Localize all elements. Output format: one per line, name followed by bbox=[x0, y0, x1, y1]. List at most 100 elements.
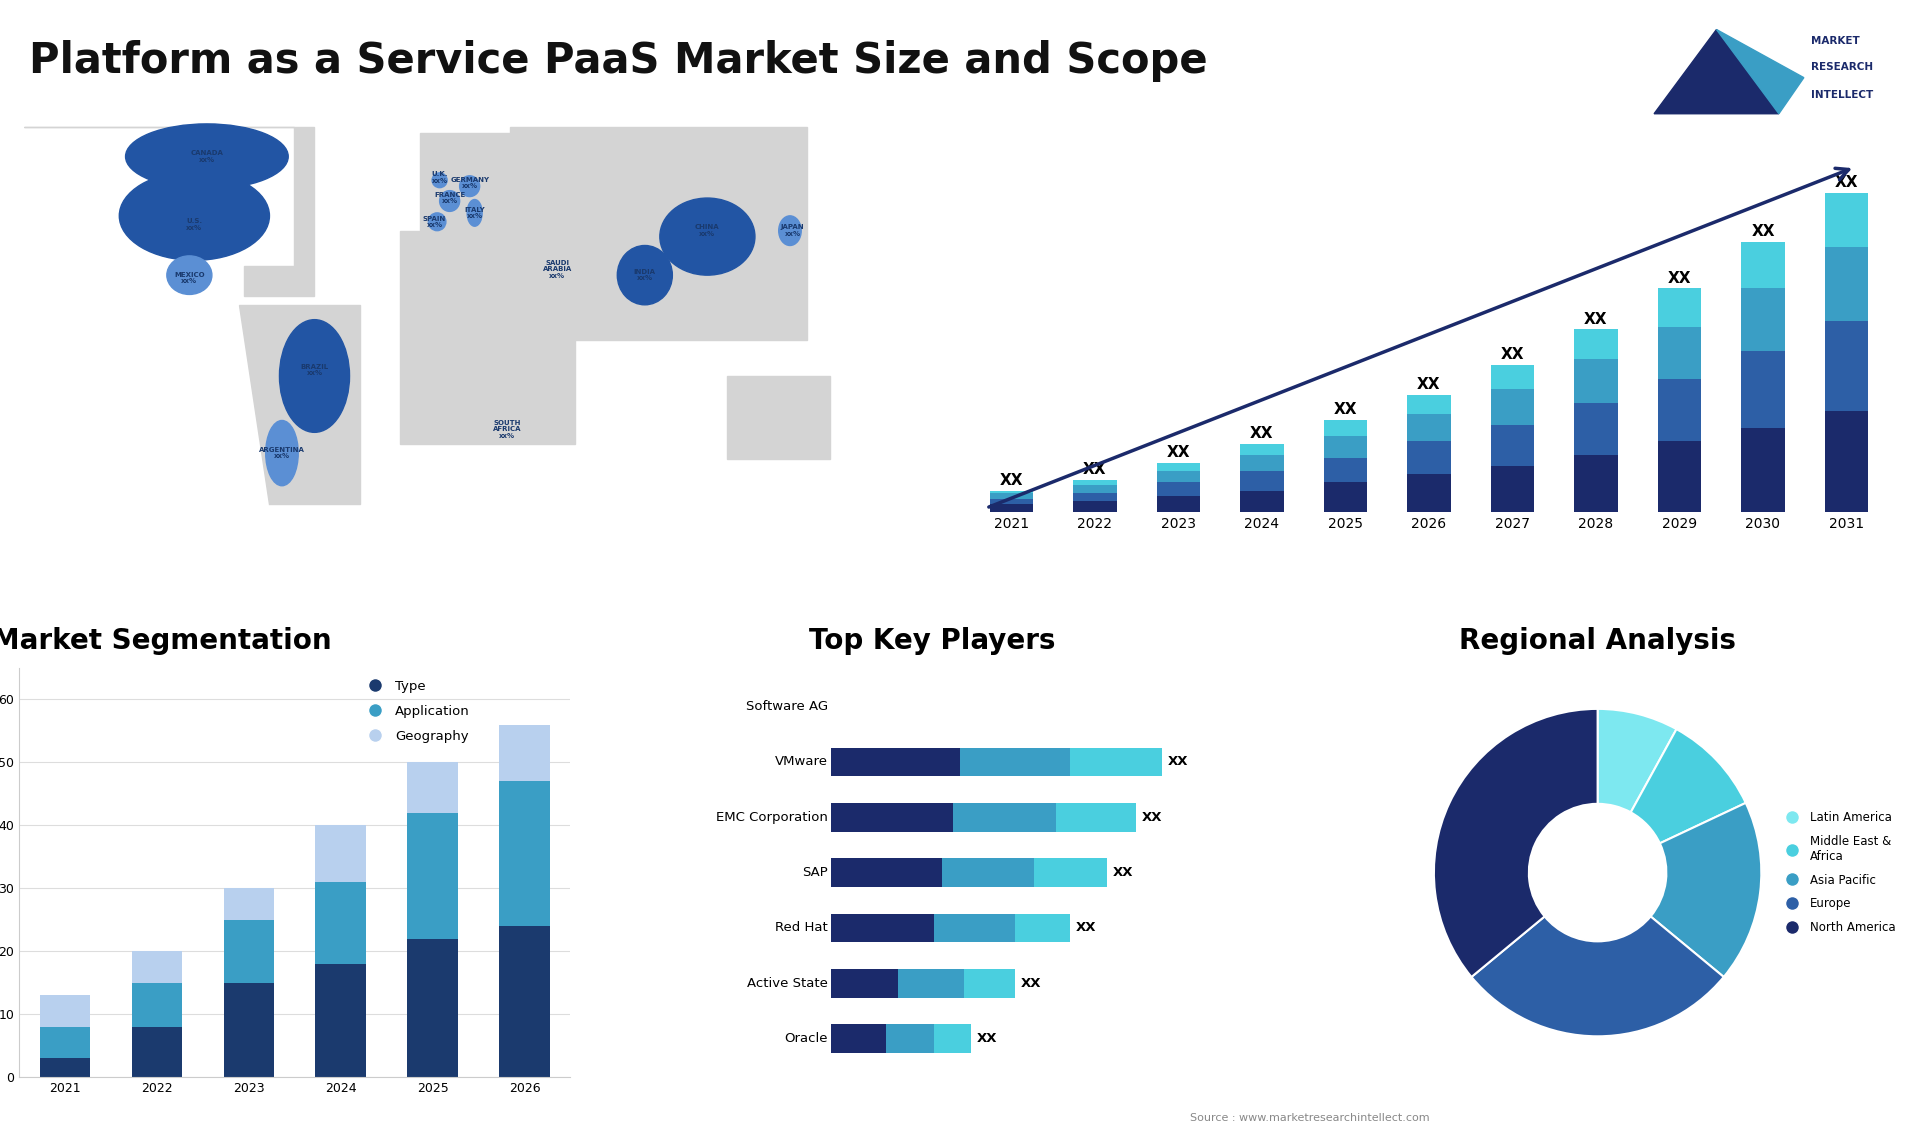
Ellipse shape bbox=[432, 173, 447, 188]
Bar bbox=[132, 951, 182, 983]
Bar bbox=[499, 782, 549, 926]
Text: XX: XX bbox=[1075, 921, 1096, 934]
Text: XX: XX bbox=[1751, 225, 1774, 240]
Text: XX: XX bbox=[1584, 312, 1607, 327]
Bar bbox=[1056, 803, 1137, 832]
Bar bbox=[1156, 482, 1200, 496]
Bar bbox=[1407, 395, 1452, 414]
Bar bbox=[1824, 411, 1868, 512]
Text: XX: XX bbox=[977, 1033, 996, 1045]
Bar bbox=[960, 747, 1069, 776]
Title: Regional Analysis: Regional Analysis bbox=[1459, 627, 1736, 654]
Bar bbox=[1240, 490, 1284, 512]
Bar bbox=[40, 1027, 90, 1059]
Bar bbox=[1490, 466, 1534, 512]
Wedge shape bbox=[1630, 729, 1745, 843]
Text: SAP: SAP bbox=[803, 866, 828, 879]
Bar bbox=[935, 913, 1016, 942]
Text: VMware: VMware bbox=[774, 755, 828, 769]
Bar bbox=[315, 964, 367, 1077]
Bar bbox=[1073, 485, 1117, 493]
Bar bbox=[952, 803, 1056, 832]
Legend: Type, Application, Geography: Type, Application, Geography bbox=[357, 675, 474, 748]
Wedge shape bbox=[1597, 709, 1676, 813]
Text: XX: XX bbox=[1167, 755, 1188, 769]
Text: Market Segmentation: Market Segmentation bbox=[0, 627, 332, 654]
Text: RESEARCH: RESEARCH bbox=[1811, 62, 1874, 72]
Text: Red Hat: Red Hat bbox=[776, 921, 828, 934]
Text: U.K.
xx%: U.K. xx% bbox=[432, 171, 447, 183]
Text: SOUTH
AFRICA
xx%: SOUTH AFRICA xx% bbox=[493, 419, 522, 439]
Bar bbox=[831, 968, 897, 998]
Bar bbox=[941, 858, 1033, 887]
Polygon shape bbox=[240, 305, 359, 503]
Bar bbox=[935, 1025, 972, 1053]
Wedge shape bbox=[1434, 709, 1597, 976]
Bar bbox=[407, 813, 457, 939]
Bar bbox=[1016, 913, 1069, 942]
Bar bbox=[1407, 474, 1452, 512]
Ellipse shape bbox=[459, 175, 480, 197]
Ellipse shape bbox=[280, 320, 349, 432]
Text: Source : www.marketresearchintellect.com: Source : www.marketresearchintellect.com bbox=[1190, 1113, 1430, 1123]
Bar bbox=[315, 825, 367, 882]
Text: MARKET: MARKET bbox=[1811, 36, 1860, 46]
Bar bbox=[1741, 242, 1786, 289]
Bar bbox=[831, 913, 935, 942]
Text: Platform as a Service PaaS Market Size and Scope: Platform as a Service PaaS Market Size a… bbox=[29, 40, 1208, 83]
Ellipse shape bbox=[660, 198, 755, 275]
Bar bbox=[831, 1025, 887, 1053]
Bar bbox=[1741, 351, 1786, 427]
Bar bbox=[1323, 419, 1367, 435]
Bar bbox=[499, 926, 549, 1077]
Polygon shape bbox=[25, 127, 315, 296]
Bar bbox=[1156, 496, 1200, 512]
Text: GERMANY
xx%: GERMANY xx% bbox=[449, 176, 490, 189]
Text: CHINA
xx%: CHINA xx% bbox=[695, 225, 720, 237]
Text: XX: XX bbox=[1021, 976, 1041, 990]
Bar bbox=[407, 939, 457, 1077]
Legend: Latin America, Middle East &
Africa, Asia Pacific, Europe, North America: Latin America, Middle East & Africa, Asi… bbox=[1776, 807, 1901, 939]
Bar bbox=[40, 996, 90, 1027]
Bar bbox=[223, 888, 275, 920]
Ellipse shape bbox=[467, 199, 482, 226]
Text: XX: XX bbox=[1668, 270, 1692, 285]
Bar bbox=[1824, 193, 1868, 248]
Bar bbox=[1824, 248, 1868, 321]
Bar bbox=[1574, 329, 1619, 360]
Bar bbox=[1407, 414, 1452, 441]
Text: XX: XX bbox=[1501, 347, 1524, 362]
Polygon shape bbox=[1716, 30, 1803, 113]
Bar bbox=[1323, 482, 1367, 512]
Bar bbox=[1033, 858, 1108, 887]
Text: ARGENTINA
xx%: ARGENTINA xx% bbox=[259, 447, 305, 460]
Text: XX: XX bbox=[1083, 462, 1106, 477]
Polygon shape bbox=[509, 127, 808, 340]
Text: CANADA
xx%: CANADA xx% bbox=[190, 150, 223, 163]
Bar bbox=[1490, 390, 1534, 425]
Ellipse shape bbox=[440, 190, 459, 211]
Ellipse shape bbox=[265, 421, 298, 486]
Ellipse shape bbox=[618, 245, 672, 305]
Bar bbox=[223, 920, 275, 983]
Bar bbox=[315, 882, 367, 964]
Bar bbox=[132, 983, 182, 1027]
Text: INTELLECT: INTELLECT bbox=[1811, 89, 1874, 100]
Bar bbox=[1657, 441, 1701, 512]
Bar bbox=[1323, 435, 1367, 457]
Text: XX: XX bbox=[1142, 810, 1162, 824]
Text: XX: XX bbox=[1167, 446, 1190, 461]
Bar bbox=[132, 1027, 182, 1077]
Text: XX: XX bbox=[1250, 426, 1273, 441]
Bar bbox=[1156, 463, 1200, 471]
Bar bbox=[1657, 327, 1701, 378]
Bar bbox=[1069, 747, 1162, 776]
Text: JAPAN
xx%: JAPAN xx% bbox=[781, 225, 804, 237]
Title: Top Key Players: Top Key Players bbox=[808, 627, 1056, 654]
Bar bbox=[1741, 289, 1786, 351]
Ellipse shape bbox=[125, 124, 288, 189]
Bar bbox=[1741, 427, 1786, 512]
Bar bbox=[964, 968, 1016, 998]
Text: MEXICO
xx%: MEXICO xx% bbox=[175, 272, 205, 284]
Text: Software AG: Software AG bbox=[745, 700, 828, 713]
